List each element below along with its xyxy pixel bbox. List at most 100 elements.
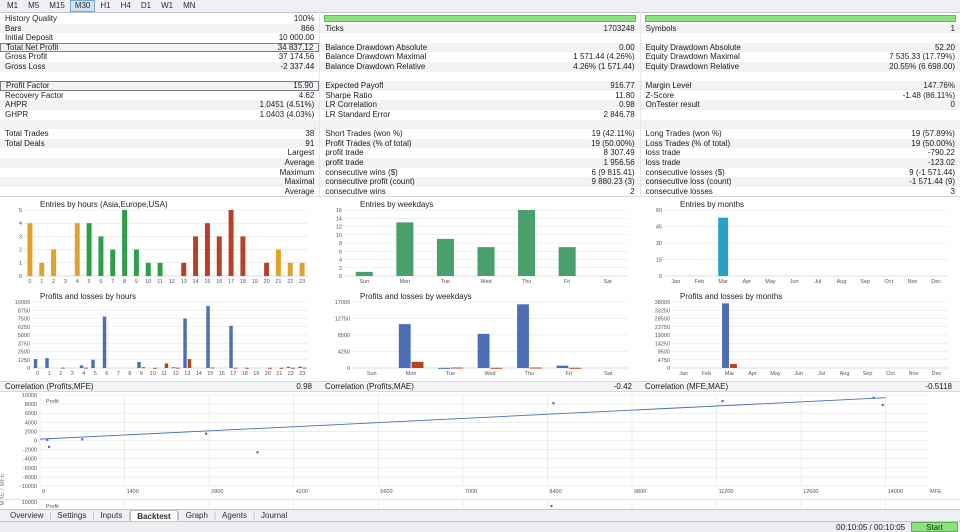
bar [216, 236, 222, 277]
report-column-2: Ticks 1703248 Balance Drawdown Absolute 0.0… [319, 14, 640, 197]
x-tick-label: Dec [932, 371, 942, 377]
bar [233, 367, 238, 369]
tab-graph[interactable]: Graph [185, 510, 208, 520]
timeframe-button-m1[interactable]: M1 [7, 1, 19, 10]
y-tick-label: 8 [339, 241, 342, 247]
report-row-blank [0, 119, 320, 130]
timeframe-button-mn[interactable]: MN [183, 1, 196, 10]
report-row-value: 52.20 [934, 42, 955, 52]
bar [279, 368, 284, 370]
tab-inputs[interactable]: Inputs [100, 510, 123, 520]
bar [287, 263, 293, 277]
x-tick-label: Sun [359, 279, 369, 285]
x-tick-label: Jan [679, 371, 688, 377]
history-quality-bar [641, 14, 960, 24]
report-row: Symbols 1 [640, 23, 960, 34]
scatter-lower-svg: Profit 10000 [22, 500, 887, 509]
y-tick-label: 5000 [18, 333, 30, 339]
bar [145, 263, 151, 277]
y-tick-label-lower: 10000 [22, 500, 37, 506]
timeframe-button-h4[interactable]: H4 [120, 1, 131, 10]
report-row-blank [641, 72, 960, 82]
chart-profits-by-hours: Profits and losses by hours 0 1250 2500 375… [0, 289, 320, 381]
y-tick-label: -4000 [23, 457, 37, 463]
y-tick-label: 23750 [655, 325, 670, 331]
report-row-blank: Maximum [0, 168, 319, 178]
bar [477, 334, 490, 369]
x-tick-label: Thu [522, 279, 531, 285]
scatter-point [47, 446, 51, 449]
report-row-value: -123.02 [927, 157, 955, 167]
chart-title-profits-months: Profits and losses by months [680, 292, 783, 302]
x-tick-label: 4 [82, 371, 85, 377]
tab-overview[interactable]: Overview [10, 510, 44, 520]
x-tick-label: Aug [837, 279, 847, 285]
y-tick-label: 30 [656, 241, 662, 247]
report-row-label: Equity Drawdown Relative [645, 61, 740, 71]
report-row-label: Balance Drawdown Absolute [325, 42, 428, 52]
bar [268, 368, 272, 370]
bar [302, 367, 307, 369]
start-button[interactable]: Start [911, 522, 958, 532]
x-tick-label: 2800 [211, 489, 223, 495]
report-row-value: 1 571.44 (4.26%) [573, 52, 635, 62]
report-row-blank: Average [0, 157, 320, 168]
chart-title-profits-weekdays: Profits and losses by weekdays [360, 292, 472, 302]
report-row-label: Short Trades (won %) [325, 129, 403, 139]
bar [240, 236, 246, 277]
x-tick-label: 20 [264, 279, 270, 285]
report-row: profit trade 8 307.49 [320, 148, 639, 158]
report-row-label: Gross Profit [5, 52, 48, 62]
y-tick-label: 28500 [655, 317, 670, 323]
report-row: Total Net Profit 34 837.12 [0, 42, 320, 53]
tab-agents[interactable]: Agents [222, 510, 247, 520]
x-tick-label: Sep [863, 371, 873, 377]
timeframe-button-m15[interactable]: M15 [49, 1, 65, 10]
tab-settings[interactable]: Settings [57, 510, 87, 520]
report-row-value: -2 337.44 [280, 61, 315, 71]
chart-profits-by-weekdays: Profits and losses by weekdays 0 4250 8500… [320, 289, 640, 381]
scatter-point [46, 438, 49, 442]
report-row-label: Equity Drawdown Maximal [645, 52, 740, 62]
tab-journal[interactable]: Journal [261, 510, 288, 520]
timeframe-button-d1[interactable]: D1 [140, 1, 152, 10]
history-quality-bar-fill [324, 15, 636, 23]
x-tick-label: 7 [111, 279, 114, 285]
timeframe-button-m5[interactable]: M5 [28, 1, 40, 10]
bar [206, 306, 210, 369]
y-tick-label: 1 [19, 261, 22, 267]
x-tick-label: 2 [52, 279, 55, 285]
timeframe-button-m30[interactable]: M30 [69, 0, 96, 12]
y-tick-label: 6000 [25, 411, 37, 417]
timeframe-button-h1[interactable]: H1 [100, 1, 111, 10]
y-tick-label: 2 [19, 248, 22, 254]
report-row: Initial Deposit 10 000.00 [0, 33, 319, 43]
tab-backtest[interactable]: Backtest [130, 509, 178, 522]
bar [204, 223, 210, 277]
report-row: History Quality 100% [0, 14, 319, 24]
report-row-value: 19 (42.11%) [591, 129, 635, 139]
x-tick-label: 5 [88, 279, 91, 285]
x-tick-label: Feb [702, 371, 711, 377]
report-row-label: Margin Level [645, 81, 692, 91]
report-row: Recovery Factor 4.62 [0, 91, 319, 101]
report-row-value: 15.90 [293, 81, 314, 91]
report-row-blank: Maximal [0, 177, 320, 187]
scatter-point [872, 396, 875, 400]
bar [110, 249, 116, 277]
report-row-label: Gross Loss [5, 61, 46, 71]
y-tick-label: 9500 [658, 350, 670, 356]
report-row: Z-Score -1.48 (86.11%) [641, 91, 960, 101]
report-row-label: Balance Drawdown Relative [325, 61, 426, 71]
timeframe-button-w1[interactable]: W1 [161, 1, 174, 10]
tab-separator: | [252, 511, 256, 520]
y-tick-label: 15 [656, 258, 662, 264]
report-row-value: 1.0403 (4.03%) [259, 109, 315, 119]
correlation-item: Correlation (Profits,MFE) 0.98 [0, 382, 320, 391]
bar [181, 263, 187, 277]
bar [264, 263, 270, 277]
x-tick-label: 8 [123, 279, 126, 285]
